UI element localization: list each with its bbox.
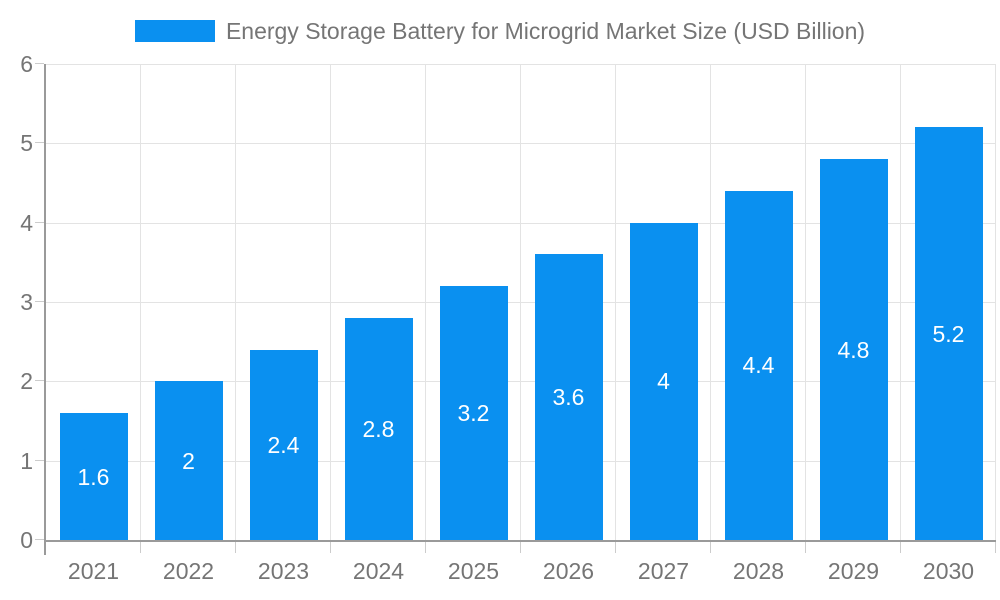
gridline-vertical — [615, 64, 616, 540]
x-axis-label: 2030 — [922, 558, 975, 584]
y-axis-tick — [35, 221, 44, 223]
x-axis-line — [44, 540, 996, 542]
gridline-horizontal — [46, 64, 996, 65]
gridline-vertical — [995, 64, 996, 540]
bar-value-label: 1.6 — [77, 463, 110, 490]
y-axis-label: 2 — [20, 368, 33, 395]
x-axis-label: 2025 — [447, 558, 500, 584]
bar-value-label: 2 — [182, 447, 195, 474]
x-axis-label: 2028 — [732, 558, 785, 584]
x-axis-tick — [615, 540, 616, 553]
bar: 5.2 — [914, 127, 983, 540]
bar-value-label: 5.2 — [932, 320, 965, 347]
bar: 3.6 — [534, 254, 603, 540]
bar: 2.4 — [249, 349, 318, 540]
x-axis-label: 2023 — [257, 558, 310, 584]
y-axis-tick — [35, 63, 44, 64]
x-axis-label: 2022 — [162, 558, 215, 584]
y-axis-tick — [35, 459, 44, 461]
bar-value-label: 2.8 — [362, 415, 395, 442]
bar: 4 — [629, 222, 698, 540]
gridline-vertical — [330, 64, 331, 540]
x-axis-label: 2027 — [637, 558, 690, 584]
gridline-horizontal — [46, 381, 996, 383]
bar: 2 — [154, 381, 223, 540]
bar: 4.4 — [724, 190, 793, 540]
gridline-horizontal — [46, 460, 996, 462]
bar: 3.2 — [439, 286, 508, 540]
x-axis-tick — [235, 540, 236, 553]
x-axis-tick — [140, 540, 141, 553]
y-axis-label: 6 — [20, 51, 33, 77]
gridline-vertical — [520, 64, 521, 540]
gridline-horizontal — [46, 143, 996, 145]
y-axis-line — [44, 64, 46, 555]
gridline-horizontal — [46, 302, 996, 303]
bar-value-label: 2.4 — [267, 431, 300, 458]
y-axis-label: 0 — [20, 527, 33, 553]
y-axis-tick — [35, 539, 44, 540]
y-axis-tick — [35, 301, 44, 302]
bar-value-label: 4.8 — [837, 336, 870, 363]
y-axis-label: 1 — [20, 447, 33, 474]
bar-value-label: 4 — [657, 368, 670, 395]
x-axis-tick — [900, 540, 901, 553]
gridline-vertical — [140, 64, 141, 540]
bar-value-label: 3.2 — [457, 400, 490, 427]
y-axis-tick — [35, 142, 44, 144]
x-axis-label: 2024 — [352, 558, 405, 584]
x-axis-tick — [520, 540, 521, 553]
x-axis-tick — [995, 540, 996, 553]
chart-title: Energy Storage Battery for Microgrid Mar… — [225, 18, 866, 44]
gridline-vertical — [900, 64, 901, 540]
gridline-vertical — [235, 64, 236, 540]
x-axis-label: 2021 — [67, 558, 120, 584]
bar: 1.6 — [59, 413, 128, 540]
x-axis-tick — [710, 540, 711, 553]
bar-value-label: 3.6 — [552, 384, 585, 411]
bar-value-label: 4.4 — [742, 352, 775, 379]
x-axis-label: 2029 — [827, 558, 880, 584]
gridline-vertical — [710, 64, 711, 540]
gridline-horizontal — [46, 222, 996, 224]
legend: Energy Storage Battery for Microgrid Mar… — [0, 17, 1000, 45]
x-axis-tick — [805, 540, 806, 553]
bar: 2.8 — [344, 317, 413, 540]
x-axis-label: 2026 — [542, 558, 595, 584]
legend-swatch — [134, 20, 215, 42]
y-axis-label: 5 — [20, 130, 33, 157]
gridline-vertical — [425, 64, 426, 540]
x-axis-tick — [425, 540, 426, 553]
bar: 4.8 — [819, 159, 888, 540]
gridline-vertical — [805, 64, 806, 540]
x-axis-tick — [330, 540, 331, 553]
y-axis-tick — [35, 380, 44, 382]
y-axis-label: 4 — [20, 209, 33, 236]
plot-area: 1.6 2 2.4 2.8 3.2 3.6 4 4.4 4.8 5.2 — [35, 63, 996, 555]
y-axis-label: 3 — [20, 289, 33, 315]
